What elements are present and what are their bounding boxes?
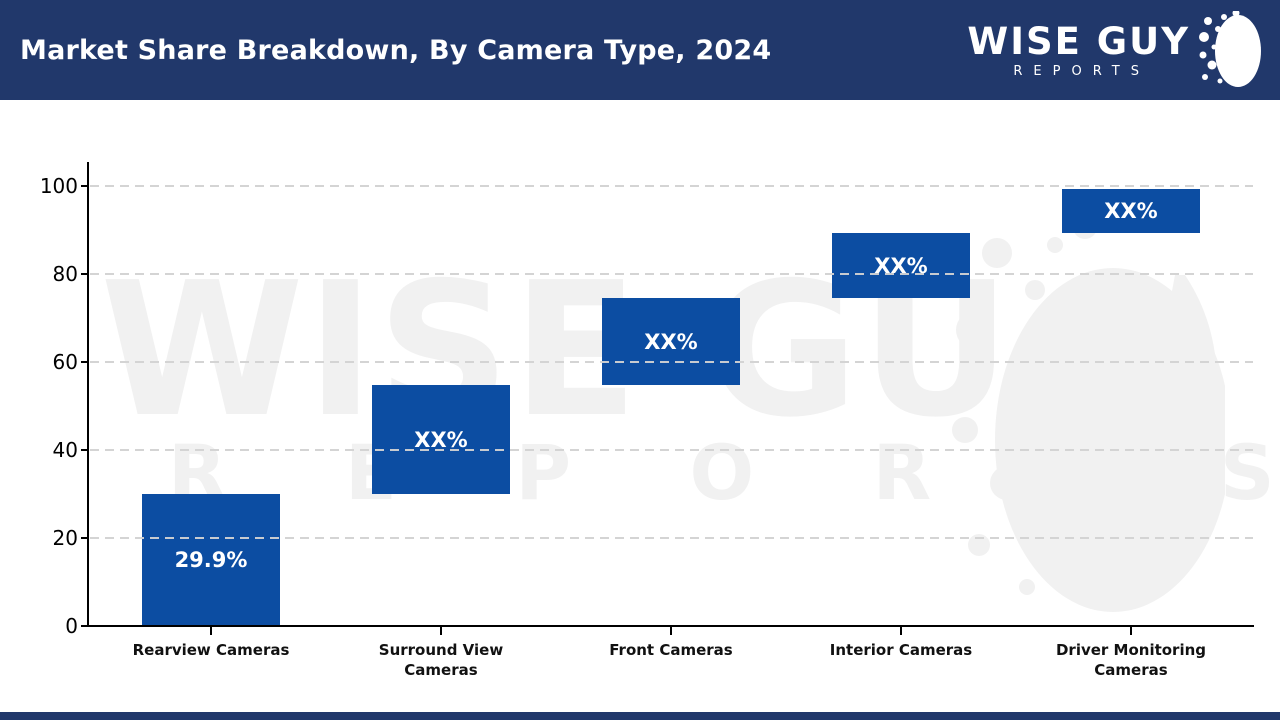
wise-guy-logo: WISE GUY REPORTS bbox=[967, 11, 1262, 89]
bar-surround-view-cameras bbox=[372, 384, 510, 495]
y-tick-label-20: 20 bbox=[52, 526, 78, 550]
gridline-40 bbox=[90, 449, 1253, 451]
footer-bar bbox=[0, 712, 1280, 720]
x-category-label-front-cameras: Front Cameras bbox=[609, 641, 733, 659]
x-tick-interior-cameras bbox=[900, 627, 902, 635]
bar-front-cameras bbox=[602, 298, 740, 385]
x-axis-line bbox=[87, 625, 1254, 627]
y-tick-label-0: 0 bbox=[65, 614, 78, 638]
y-tick-20 bbox=[81, 537, 88, 539]
x-tick-front-cameras bbox=[670, 627, 672, 635]
bar-label-interior-cameras: XX% bbox=[874, 253, 928, 278]
y-tick-80 bbox=[81, 273, 88, 275]
logo-reports-label: REPORTS bbox=[1013, 63, 1150, 79]
x-tick-surround-view-cameras bbox=[440, 627, 442, 635]
page-title: Market Share Breakdown, By Camera Type, … bbox=[20, 34, 772, 66]
gridline-60 bbox=[90, 361, 1253, 363]
watermark-face-graphic bbox=[952, 215, 1225, 612]
y-tick-60 bbox=[81, 361, 88, 363]
y-tick-40 bbox=[81, 449, 88, 451]
bar-label-driver-monitoring-cameras: XX% bbox=[1104, 199, 1158, 224]
y-tick-100 bbox=[81, 185, 88, 187]
bar-label-rearview-cameras: 29.9% bbox=[174, 548, 248, 573]
logo-wiseguy-label: WISE GUY bbox=[967, 19, 1190, 63]
x-category-label-rearview-cameras: Rearview Cameras bbox=[132, 641, 290, 659]
x-category-label-surround-view-cameras: Surround View Cameras bbox=[378, 641, 504, 680]
x-tick-driver-monitoring-cameras bbox=[1130, 627, 1132, 635]
bar-label-front-cameras: XX% bbox=[644, 329, 698, 354]
x-tick-rearview-cameras bbox=[210, 627, 212, 635]
x-category-label-driver-monitoring-cameras: Driver Monitoring Cameras bbox=[1055, 641, 1207, 680]
y-tick-label-60: 60 bbox=[52, 350, 78, 374]
y-tick-label-100: 100 bbox=[39, 174, 78, 198]
gridline-100 bbox=[90, 185, 1253, 187]
y-tick-0 bbox=[81, 625, 88, 627]
x-category-label-interior-cameras: Interior Cameras bbox=[829, 641, 973, 659]
bar-label-surround-view-cameras: XX% bbox=[414, 427, 468, 452]
gridline-20 bbox=[90, 537, 1253, 539]
y-tick-label-40: 40 bbox=[52, 438, 78, 462]
y-axis-line bbox=[87, 162, 89, 627]
y-tick-label-80: 80 bbox=[52, 262, 78, 286]
bar-driver-monitoring-cameras bbox=[1062, 189, 1200, 234]
logo-text: WISE GUY REPORTS bbox=[967, 23, 1190, 78]
logo-face-icon bbox=[1199, 11, 1261, 87]
bar-interior-cameras bbox=[832, 233, 970, 299]
header-bar: Market Share Breakdown, By Camera Type, … bbox=[0, 0, 1280, 100]
bar-rearview-cameras bbox=[142, 494, 280, 626]
gridline-80 bbox=[90, 273, 1253, 275]
